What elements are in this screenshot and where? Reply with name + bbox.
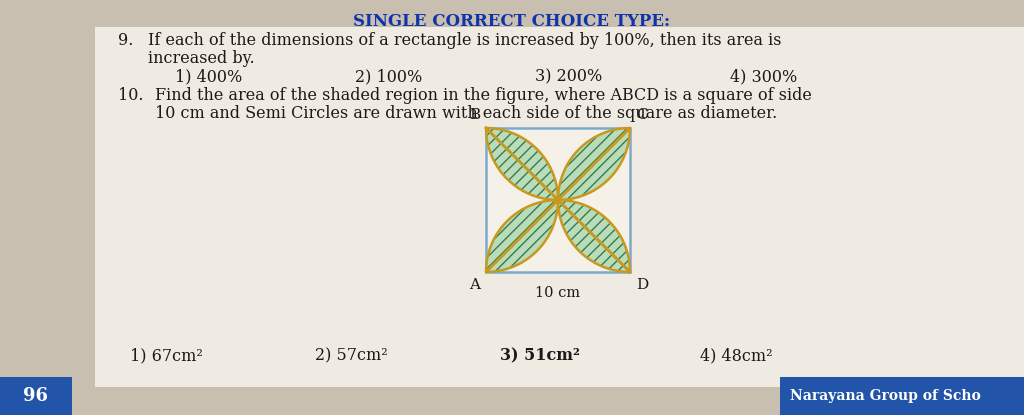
Polygon shape: [558, 128, 630, 200]
Bar: [486, 128, 630, 272]
Bar: [95, 27, 1024, 387]
Text: 2) 100%: 2) 100%: [355, 68, 422, 85]
Text: C: C: [636, 108, 647, 122]
Text: D: D: [636, 278, 648, 292]
Bar: [0, 377, 72, 415]
Text: 10 cm: 10 cm: [536, 286, 581, 300]
Text: Find the area of the shaded region in the figure, where ABCD is a square of side: Find the area of the shaded region in th…: [155, 87, 812, 104]
Text: 1) 67cm²: 1) 67cm²: [130, 347, 203, 364]
Text: If each of the dimensions of a rectangle is increased by 100%, then its area is: If each of the dimensions of a rectangle…: [148, 32, 781, 49]
Text: Narayana Group of Scho: Narayana Group of Scho: [790, 389, 981, 403]
Text: 2) 57cm²: 2) 57cm²: [315, 347, 388, 364]
Text: A: A: [469, 278, 480, 292]
Bar: [780, 377, 1024, 415]
Text: 1) 400%: 1) 400%: [175, 68, 243, 85]
Text: 4) 300%: 4) 300%: [730, 68, 798, 85]
Text: 9.: 9.: [118, 32, 133, 49]
Text: SINGLE CORRECT CHOICE TYPE:: SINGLE CORRECT CHOICE TYPE:: [353, 13, 671, 30]
Text: 4) 48cm²: 4) 48cm²: [700, 347, 773, 364]
Text: increased by.: increased by.: [148, 50, 255, 67]
Polygon shape: [486, 128, 558, 200]
Text: B: B: [469, 108, 480, 122]
Polygon shape: [558, 200, 630, 272]
Polygon shape: [486, 200, 558, 272]
Text: 3) 51cm²: 3) 51cm²: [500, 347, 580, 364]
Text: 10 cm and Semi Circles are drawn with each side of the square as diameter.: 10 cm and Semi Circles are drawn with ea…: [155, 105, 777, 122]
Text: 96: 96: [24, 387, 48, 405]
Text: 10.: 10.: [118, 87, 143, 104]
Text: 3) 200%: 3) 200%: [535, 68, 602, 85]
